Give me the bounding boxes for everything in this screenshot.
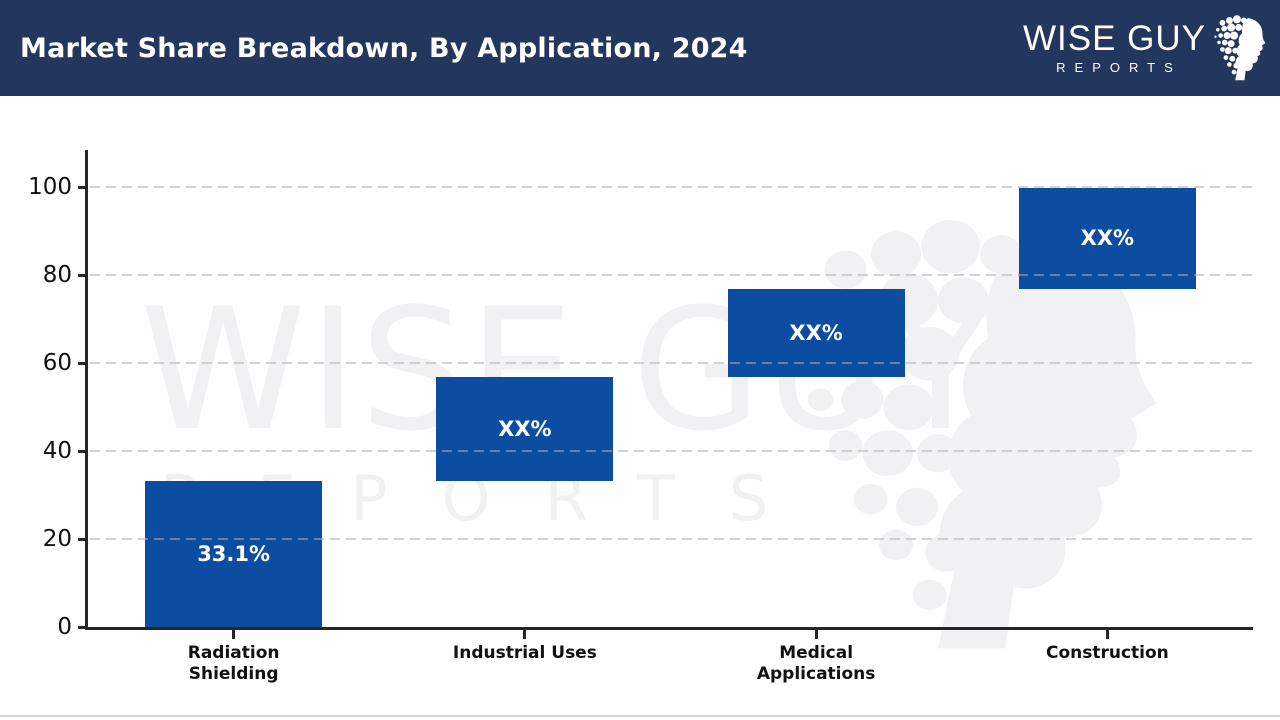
y-tick-40 [78, 450, 88, 453]
y-tick-80 [78, 274, 88, 277]
y-tick-label-100: 100 [28, 174, 72, 200]
page-title: Market Share Breakdown, By Application, … [20, 32, 748, 64]
bar-value-label: 33.1% [197, 542, 271, 567]
x-tick-label-1: Radiation Shielding [187, 643, 280, 685]
bar-radiation-shielding [145, 481, 323, 627]
y-axis-spine [85, 150, 88, 630]
bar-value-label: XX% [498, 417, 552, 441]
x-tick-label-3: Medical Applications [756, 643, 876, 685]
x-tick-2 [523, 629, 527, 639]
y-tick-label-20: 20 [42, 526, 72, 552]
x-tick-3 [814, 629, 818, 639]
y-tick-0 [78, 626, 88, 629]
bar-value-label: XX% [1080, 226, 1135, 251]
bar-value-label: XX% [789, 320, 843, 345]
chart-header: Market Share Breakdown, By Application, … [0, 0, 1280, 96]
chart-area: WISE GUY REPORTS 0 20 40 60 80 100 33.1% XX% XX%… [0, 96, 1280, 716]
y-tick-100 [78, 186, 88, 189]
x-tick-label-4: Construction [1045, 643, 1169, 663]
dotted-head-profile-icon [1214, 15, 1266, 81]
gridline-60 [90, 362, 1253, 364]
x-tick-4 [1105, 629, 1109, 639]
bar-industrial-uses [436, 376, 614, 482]
x-tick-1 [232, 629, 236, 639]
x-tick-label-2: Industrial Uses [452, 643, 597, 663]
y-tick-label-60: 60 [42, 350, 72, 376]
y-tick-label-80: 80 [42, 262, 72, 288]
gridline-80 [90, 274, 1253, 276]
y-tick-label-0: 0 [57, 614, 72, 640]
gridline-40 [90, 450, 1253, 452]
wiseguy-logo: WISE GUY REPORTS [1023, 8, 1270, 88]
gridline-20 [90, 538, 1253, 540]
y-tick-20 [78, 538, 88, 541]
logo-tagline: REPORTS [1056, 59, 1182, 75]
gridline-100 [90, 186, 1253, 188]
y-tick-label-40: 40 [42, 438, 72, 464]
x-axis-spine [85, 627, 1253, 630]
logo-text: WISE GUY REPORTS [1022, 19, 1206, 75]
logo-wordmark: WISE GUY [1022, 19, 1206, 59]
y-tick-60 [78, 362, 88, 365]
bottom-divider [0, 715, 1280, 717]
